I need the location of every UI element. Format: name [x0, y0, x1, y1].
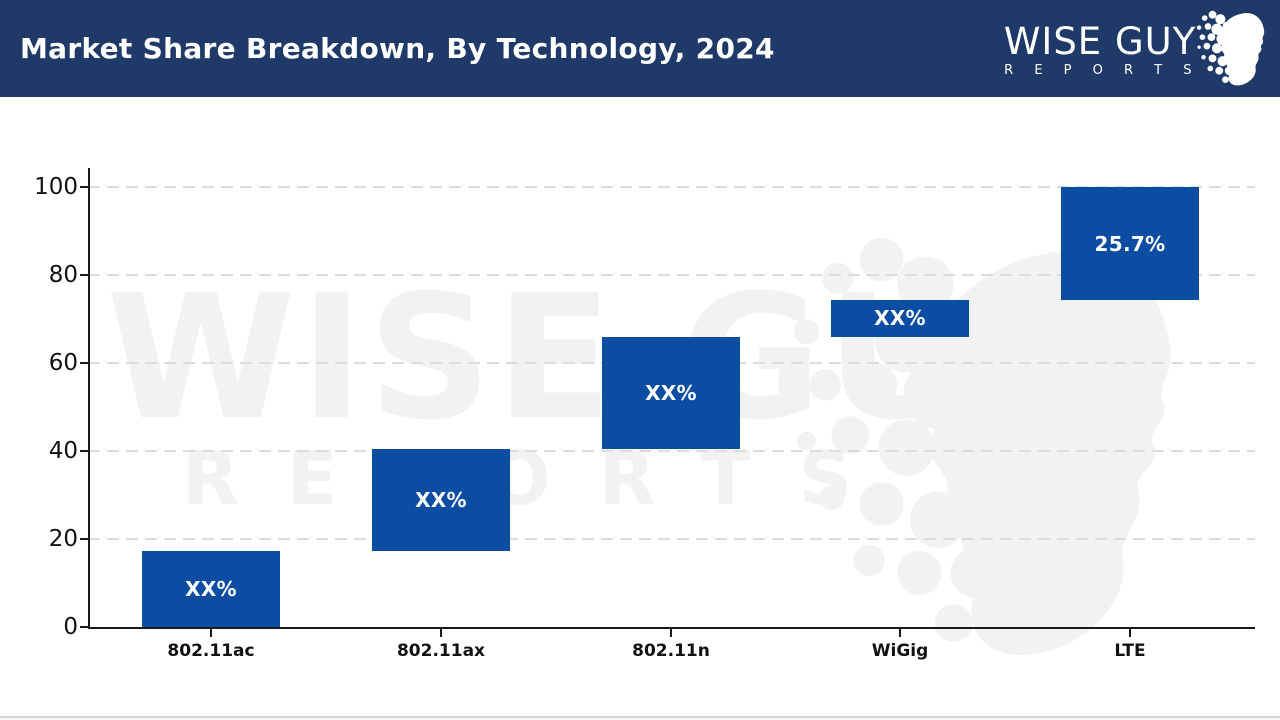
- bottom-border: [0, 716, 1280, 720]
- x-tick-WiGig: [899, 629, 901, 637]
- bar-value-label: XX%: [415, 488, 467, 513]
- x-tick-label-802.11n: 802.11n: [632, 641, 710, 661]
- bar-WiGig: XX%: [831, 300, 969, 337]
- brand-logo: WISE GUY R E P O R T S: [1000, 6, 1268, 94]
- x-tick-LTE: [1129, 629, 1131, 637]
- y-tick-label-80: 80: [48, 262, 78, 288]
- x-tick-label-802.11ac: 802.11ac: [167, 641, 255, 661]
- y-axis-line: [88, 168, 90, 629]
- gridline-20: [88, 538, 1255, 540]
- bar-LTE: 25.7%: [1061, 187, 1199, 301]
- x-tick-label-LTE: LTE: [1114, 641, 1146, 661]
- y-tick-0: [80, 626, 88, 628]
- y-tick-40: [80, 450, 88, 452]
- bar-value-label: XX%: [185, 577, 237, 602]
- brand-wordmark: WISE GUY R E P O R T S: [1000, 23, 1200, 78]
- y-tick-label-100: 100: [34, 174, 78, 200]
- x-tick-label-802.11ax: 802.11ax: [396, 641, 486, 661]
- bar-802.11ax: XX%: [372, 448, 510, 552]
- x-tick-802.11n: [670, 629, 672, 637]
- bar-value-label: XX%: [645, 380, 697, 405]
- y-tick-label-0: 0: [63, 614, 78, 640]
- y-tick-100: [80, 186, 88, 188]
- y-tick-20: [80, 538, 88, 540]
- x-tick-label-WiGig: WiGig: [871, 641, 929, 661]
- y-tick-label-60: 60: [48, 350, 78, 376]
- bar-802.11ac: XX%: [142, 551, 280, 627]
- y-tick-80: [80, 274, 88, 276]
- bar-value-label: 25.7%: [1094, 231, 1166, 256]
- gridline-100: [88, 186, 1255, 188]
- brand-face-icon: [1196, 10, 1265, 86]
- bar-value-label: XX%: [874, 306, 926, 331]
- gridline-80: [88, 274, 1255, 276]
- y-tick-label-20: 20: [48, 526, 78, 552]
- watermark-subtext: REPORTS: [182, 436, 901, 522]
- chart-title: Market Share Breakdown, By Technology, 2…: [20, 32, 775, 65]
- y-tick-label-40: 40: [48, 438, 78, 464]
- brand-subtitle-text: R E P O R T S: [1004, 62, 1200, 78]
- x-axis-line: [88, 627, 1255, 629]
- x-tick-802.11ax: [440, 629, 442, 637]
- x-tick-802.11ac: [210, 629, 212, 637]
- plot-area: WISE GUY REPORTS 020406080100XX%XX%XX%XX…: [0, 97, 1280, 716]
- y-tick-60: [80, 362, 88, 364]
- gridline-40: [88, 450, 1255, 452]
- header-band: Market Share Breakdown, By Technology, 2…: [0, 0, 1280, 97]
- brand-name-text: WISE GUY: [1003, 19, 1197, 63]
- bar-802.11n: XX%: [602, 336, 740, 449]
